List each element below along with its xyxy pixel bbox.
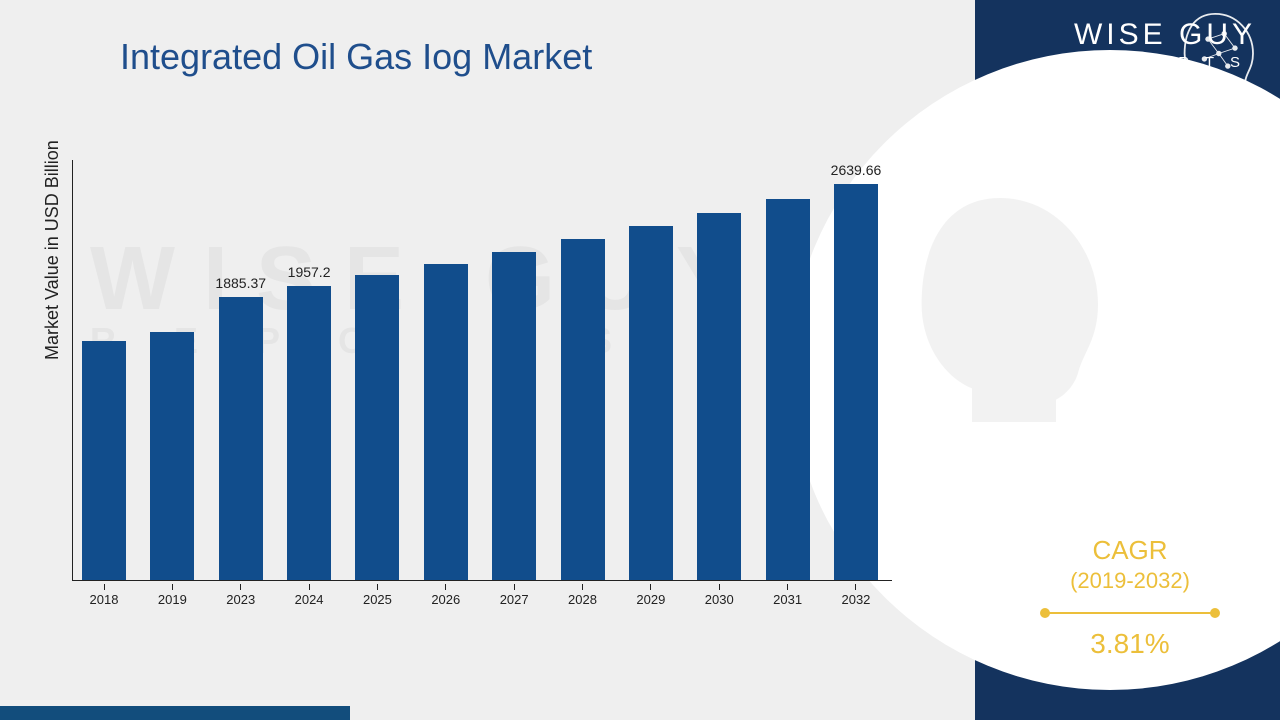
bar — [150, 332, 194, 580]
y-axis-line — [72, 160, 73, 580]
bar — [561, 239, 605, 580]
x-tick-label: 2029 — [627, 592, 675, 607]
page-root: WISE GUY REPORTS WISE GUY REPORTS Integra… — [0, 0, 1280, 720]
chart-area: 1885.37 1957.2 2639.66 — [80, 160, 880, 580]
cagr-box: CAGR (2019-2032) 3.81% — [1020, 535, 1240, 660]
x-tick-mark — [855, 584, 856, 590]
x-tick-label: 2024 — [285, 592, 333, 607]
x-tick-label: 2025 — [353, 592, 401, 607]
cagr-range: (2019-2032) — [1020, 568, 1240, 594]
x-tick-mark — [172, 584, 173, 590]
x-tick-label: 2023 — [217, 592, 265, 607]
bar-group — [490, 230, 538, 580]
cagr-divider — [1045, 612, 1215, 614]
x-tick-label: 2019 — [148, 592, 196, 607]
bar-value-label: 1957.2 — [288, 264, 331, 282]
logo-text: WISE GUY REPORTS — [1072, 18, 1256, 71]
bar — [492, 252, 536, 580]
x-tick-mark — [787, 584, 788, 590]
x-tick-label: 2018 — [80, 592, 128, 607]
bar — [219, 297, 263, 580]
x-tick-label: 2026 — [422, 592, 470, 607]
x-axis-line — [72, 580, 892, 581]
bar-group: 1885.37 — [217, 275, 265, 580]
logo-line1: WISE GUY — [1072, 18, 1256, 52]
x-tick: 2032 — [832, 584, 880, 607]
bar — [697, 213, 741, 580]
bar-value-label: 1885.37 — [215, 275, 266, 293]
x-tick: 2019 — [148, 584, 196, 607]
x-tick-mark — [377, 584, 378, 590]
bar-value-label: 2639.66 — [831, 162, 882, 180]
x-tick: 2029 — [627, 584, 675, 607]
logo-line2: REPORTS — [1072, 54, 1256, 71]
x-tick-mark — [582, 584, 583, 590]
bottom-strip — [0, 706, 350, 720]
chart-title: Integrated Oil Gas Iog Market — [120, 36, 592, 78]
x-tick: 2028 — [559, 584, 607, 607]
x-tick-mark — [309, 584, 310, 590]
bars-container: 1885.37 1957.2 2639.66 — [80, 160, 880, 580]
bar-group — [148, 310, 196, 580]
cagr-value: 3.81% — [1020, 628, 1240, 660]
x-tick-mark — [104, 584, 105, 590]
x-tick-label: 2027 — [490, 592, 538, 607]
x-tick-mark — [240, 584, 241, 590]
x-tick: 2031 — [764, 584, 812, 607]
x-tick: 2026 — [422, 584, 470, 607]
bar — [355, 275, 399, 580]
x-tick: 2024 — [285, 584, 333, 607]
bar-group — [627, 204, 675, 580]
x-tick-label: 2031 — [764, 592, 812, 607]
bar — [834, 184, 878, 580]
x-tick-label: 2030 — [695, 592, 743, 607]
x-tick-mark — [514, 584, 515, 590]
x-tick: 2025 — [353, 584, 401, 607]
bar — [766, 199, 810, 580]
x-tick-mark — [719, 584, 720, 590]
bar-group — [80, 319, 128, 580]
bar — [629, 226, 673, 580]
x-tick-mark — [445, 584, 446, 590]
bar — [287, 286, 331, 580]
x-tick: 2023 — [217, 584, 265, 607]
bar-group — [764, 177, 812, 580]
x-tick-label: 2032 — [832, 592, 880, 607]
x-tick: 2030 — [695, 584, 743, 607]
bar-group: 1957.2 — [285, 264, 333, 580]
bar-group — [422, 242, 470, 580]
x-ticks-container: 2018 2019 2023 2024 2025 2026 2027 2028 2029 2030… — [80, 584, 880, 607]
y-axis-label: Market Value in USD Billion — [42, 140, 63, 360]
bar-group — [695, 191, 743, 580]
x-tick: 2018 — [80, 584, 128, 607]
bar — [424, 264, 468, 580]
bar — [82, 341, 126, 580]
bar-group — [353, 253, 401, 580]
cagr-label: CAGR — [1020, 535, 1240, 566]
bar-group: 2639.66 — [832, 162, 880, 580]
x-tick-label: 2028 — [559, 592, 607, 607]
bar-group — [559, 217, 607, 580]
x-tick-mark — [650, 584, 651, 590]
x-tick: 2027 — [490, 584, 538, 607]
